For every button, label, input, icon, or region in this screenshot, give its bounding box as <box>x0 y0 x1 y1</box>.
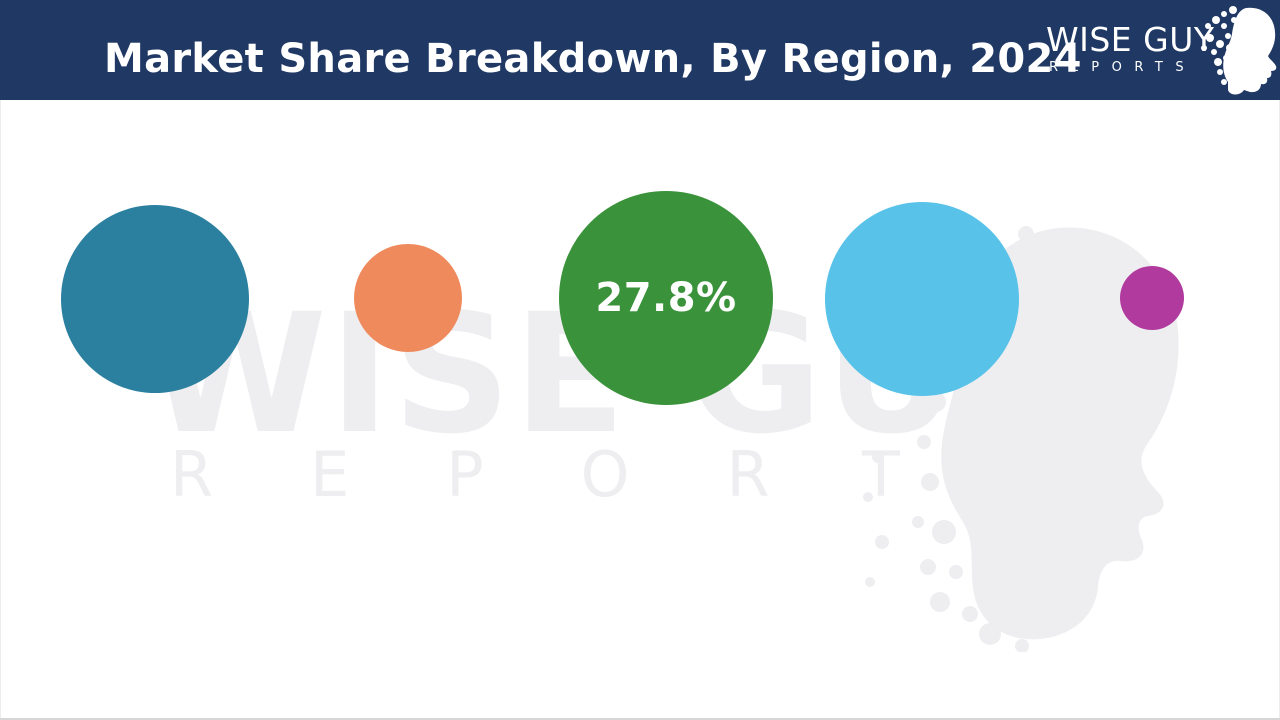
bubble-apac <box>354 244 462 352</box>
bubble-chart: 27.8% MEAAPACEuropeNorth AmericaSouth Am… <box>0 100 1280 720</box>
logo-wordmark: WISE GUY <box>1046 20 1215 59</box>
page-title: Market Share Breakdown, By Region, 2024 <box>104 36 1082 82</box>
bubble-mea <box>61 205 249 393</box>
bubble-europe: 27.8% <box>559 191 773 405</box>
bubble-north-america <box>825 202 1019 396</box>
logo-subtext: REPORTS <box>1049 60 1197 75</box>
bubble-south-america <box>1120 266 1184 330</box>
wiseguy-face-icon <box>1201 6 1277 95</box>
wiseguy-logo: WISE GUY REPORTS <box>1040 0 1280 100</box>
header-bar: Market Share Breakdown, By Region, 2024 … <box>0 0 1280 100</box>
bubble-value-label: 27.8% <box>595 275 737 321</box>
